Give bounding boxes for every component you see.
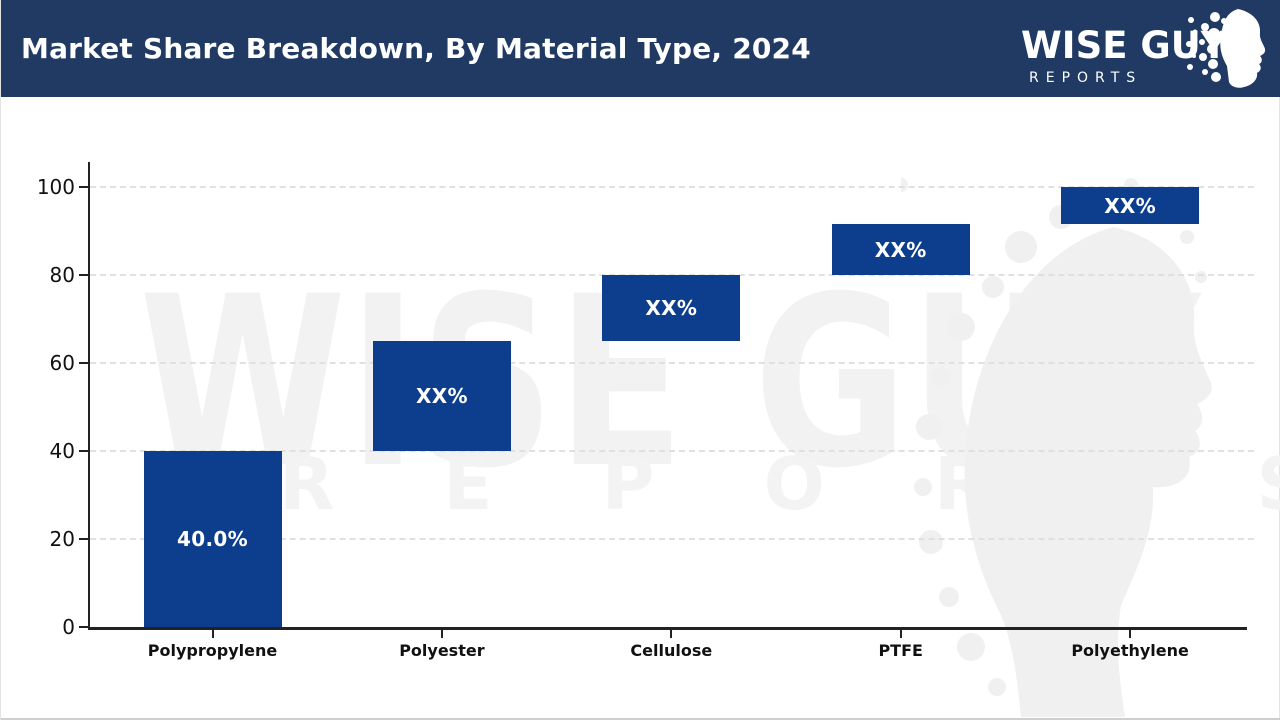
header-bar: Market Share Breakdown, By Material Type…	[1, 0, 1280, 97]
bar-segment-cellulose: XX%	[602, 275, 741, 341]
gridline-40	[90, 450, 1254, 452]
x-tick-mark-polypropylene	[211, 629, 214, 638]
x-tick-mark-ptfe	[899, 629, 902, 638]
page-bottom-border	[1, 718, 1280, 720]
bar-segment-polyester: XX%	[372, 341, 511, 451]
y-tick-label-60: 60	[49, 351, 75, 375]
bar-value-label-polypropylene: 40.0%	[177, 527, 248, 551]
watermark-text-reports: R E P O R T S	[279, 442, 1280, 526]
x-tick-mark-polyethylene	[1129, 629, 1132, 638]
y-tick-label-20: 20	[49, 527, 75, 551]
y-tick-mark-20	[79, 538, 89, 540]
x-axis-label-polyethylene: Polyethylene	[1071, 641, 1189, 660]
y-tick-mark-80	[79, 274, 89, 276]
y-tick-mark-100	[79, 186, 89, 188]
x-axis-label-ptfe: PTFE	[878, 641, 923, 660]
bar-segment-polyethylene: XX%	[1061, 187, 1200, 225]
y-axis-line	[88, 162, 90, 629]
logo-subtext: REPORTS	[1029, 70, 1142, 86]
logo-wordmark: WISE GUY	[1021, 24, 1229, 67]
y-tick-label-0: 0	[62, 615, 75, 639]
y-tick-mark-60	[79, 362, 89, 364]
bar-value-label-ptfe: XX%	[874, 237, 927, 262]
x-tick-mark-polyester	[440, 629, 443, 638]
y-tick-label-80: 80	[49, 263, 75, 287]
y-tick-label-40: 40	[49, 439, 75, 463]
gridline-60	[90, 362, 1254, 364]
bar-segment-ptfe: XX%	[831, 224, 970, 275]
bar-value-label-polyethylene: XX%	[1104, 193, 1156, 218]
wise-guy-reports-logo: WISE GUY REPORTS	[1019, 6, 1269, 92]
x-axis-label-polypropylene: Polypropylene	[147, 641, 278, 660]
y-tick-mark-0	[79, 626, 89, 628]
x-axis-label-polyester: Polyester	[399, 641, 485, 660]
x-tick-mark-cellulose	[670, 629, 673, 638]
chart-title: Market Share Breakdown, By Material Type…	[21, 32, 811, 65]
gridline-100	[90, 186, 1254, 188]
bar-value-label-polyester: XX%	[416, 384, 468, 408]
bar-segment-polypropylene: 40.0%	[143, 451, 282, 627]
x-axis-label-cellulose: Cellulose	[630, 641, 713, 660]
y-tick-mark-40	[79, 450, 89, 452]
bar-value-label-cellulose: XX%	[645, 296, 698, 320]
x-axis-line	[88, 627, 1247, 630]
y-tick-label-100: 100	[36, 175, 75, 199]
gridline-20	[90, 538, 1254, 540]
logo-face-icon	[1186, 9, 1266, 88]
